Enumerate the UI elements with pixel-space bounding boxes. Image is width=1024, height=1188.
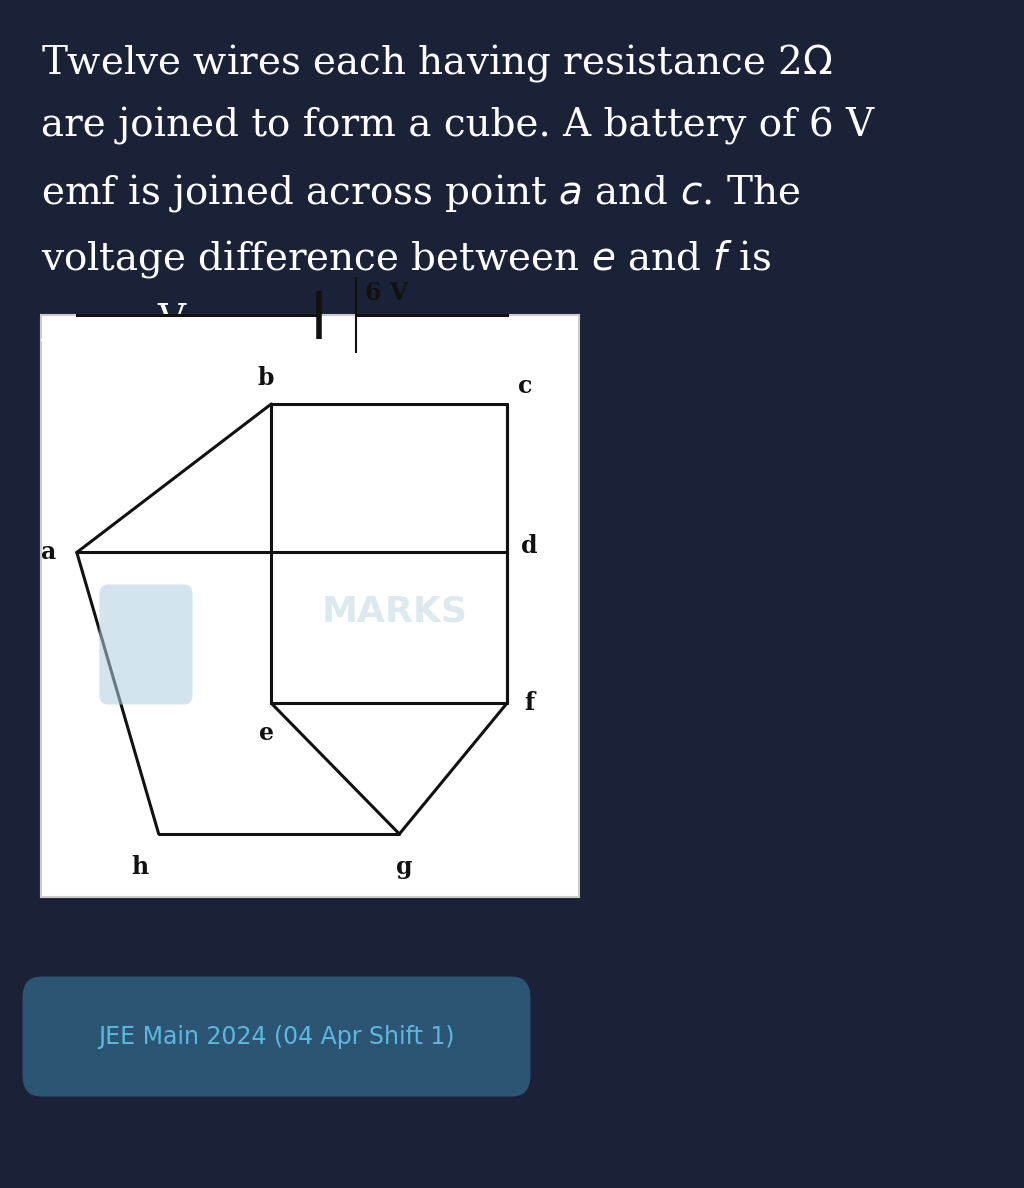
Text: a: a	[41, 541, 55, 564]
Text: MARKS: MARKS	[322, 595, 467, 628]
Text: d: d	[521, 535, 538, 558]
Bar	[41, 315, 579, 897]
Text: e: e	[259, 721, 273, 745]
FancyBboxPatch shape	[23, 977, 530, 1097]
Text: Twelve wires each having resistance 2$\Omega$: Twelve wires each having resistance 2$\O…	[41, 42, 833, 83]
Text: g: g	[396, 855, 413, 879]
Text: h: h	[132, 855, 148, 879]
Text: emf is joined across point $a$ and $c$. The: emf is joined across point $a$ and $c$. …	[41, 172, 800, 214]
Text: f: f	[524, 691, 535, 715]
Text: ______V.: ______V.	[41, 303, 191, 341]
Text: 6 V: 6 V	[365, 282, 408, 305]
Text: JEE Main 2024 (04 Apr Shift 1): JEE Main 2024 (04 Apr Shift 1)	[98, 1024, 455, 1049]
FancyBboxPatch shape	[99, 584, 193, 704]
Text: voltage difference between $e$ and $f$ is: voltage difference between $e$ and $f$ i…	[41, 238, 771, 279]
Text: are joined to form a cube. A battery of 6 V: are joined to form a cube. A battery of …	[41, 107, 874, 145]
Text: c: c	[518, 374, 532, 398]
Text: b: b	[258, 366, 274, 390]
